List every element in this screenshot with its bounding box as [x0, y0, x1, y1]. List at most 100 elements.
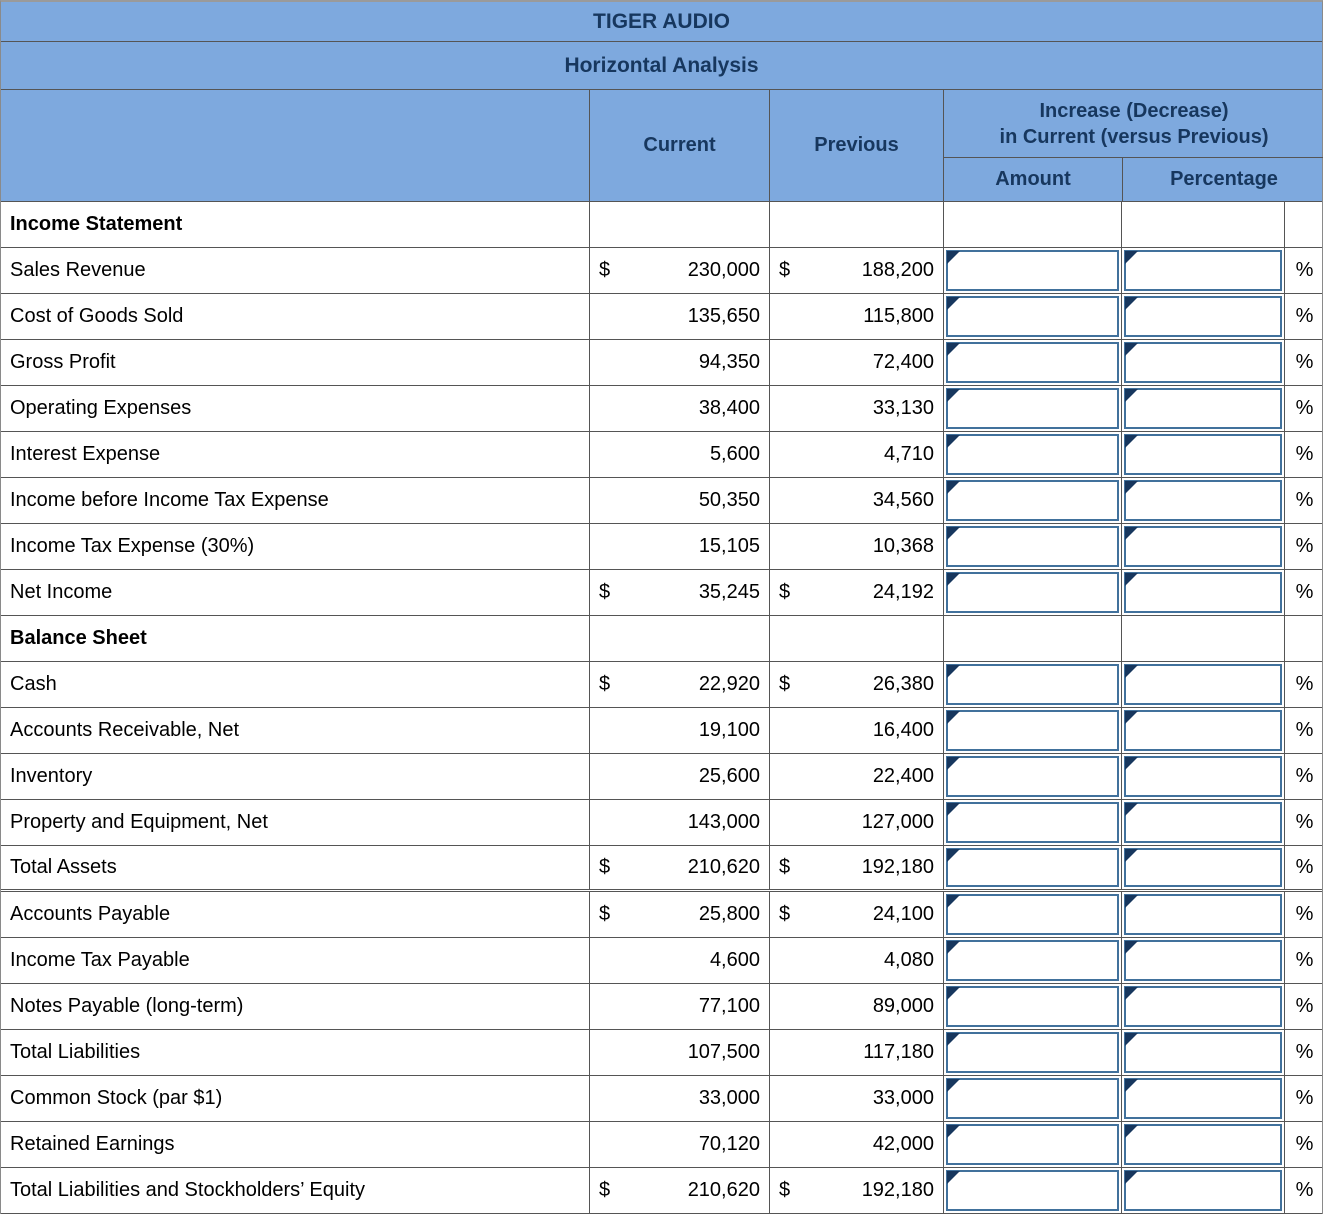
current-value-cell: $22,920	[589, 662, 769, 707]
percentage-input[interactable]	[1124, 1078, 1282, 1119]
amount-input[interactable]	[946, 250, 1119, 291]
percentage-input[interactable]	[1124, 710, 1282, 751]
company-title: TIGER AUDIO	[593, 9, 730, 33]
table-row: Gross Profit 94,350 72,400%	[1, 340, 1322, 386]
amount-input-cell	[943, 1030, 1121, 1075]
previous-value-cell: 34,560	[769, 478, 943, 523]
current-value-cell: 4,600	[589, 938, 769, 983]
current-dollar-sign: $	[599, 856, 611, 878]
amount-input[interactable]	[946, 480, 1119, 521]
previous-value: 33,000	[872, 1087, 934, 1109]
row-label: Total Liabilities and Stockholders’ Equi…	[10, 1179, 366, 1201]
percentage-input[interactable]	[1124, 572, 1282, 613]
percent-symbol: %	[1284, 524, 1323, 569]
amount-input[interactable]	[946, 756, 1119, 797]
percent-symbol: %	[1284, 984, 1323, 1029]
amount-input[interactable]	[946, 894, 1119, 935]
previous-value-cell: 4,710	[769, 432, 943, 477]
amount-input[interactable]	[946, 710, 1119, 751]
table-row: Property and Equipment, Net 143,000 127,00…	[1, 800, 1322, 846]
amount-input[interactable]	[946, 1078, 1119, 1119]
current-value-cell: 33,000	[589, 1076, 769, 1121]
percentage-input-cell	[1121, 1076, 1284, 1121]
percentage-input[interactable]	[1124, 480, 1282, 521]
current-value-cell: $210,620	[589, 1168, 769, 1213]
previous-value-cell: $188,200	[769, 248, 943, 293]
current-value: 210,620	[687, 1179, 760, 1201]
percentage-cell-empty	[1121, 616, 1284, 661]
section-label: Income Statement	[10, 213, 183, 235]
amount-input[interactable]	[946, 802, 1119, 843]
amount-input[interactable]	[946, 296, 1119, 337]
current-value: 35,245	[698, 581, 760, 603]
amount-input[interactable]	[946, 848, 1119, 887]
section-label: Balance Sheet	[10, 627, 147, 649]
previous-dollar-sign: $	[779, 1179, 791, 1201]
current-value: 107,500	[687, 1041, 760, 1063]
percentage-input[interactable]	[1124, 526, 1282, 567]
previous-value-cell: 10,368	[769, 524, 943, 569]
percentage-input[interactable]	[1124, 1032, 1282, 1073]
percent-symbol: %	[1284, 248, 1323, 293]
row-label: Accounts Receivable, Net	[10, 719, 240, 741]
amount-input[interactable]	[946, 1032, 1119, 1073]
row-label: Cost of Goods Sold	[10, 305, 184, 327]
percentage-input[interactable]	[1124, 434, 1282, 475]
amount-input[interactable]	[946, 342, 1119, 383]
row-label: Notes Payable (long-term)	[10, 995, 244, 1017]
amount-input-cell	[943, 478, 1121, 523]
percentage-input[interactable]	[1124, 986, 1282, 1027]
row-label: Retained Earnings	[10, 1133, 175, 1155]
percentage-input[interactable]	[1124, 342, 1282, 383]
previous-value-cell: 33,130	[769, 386, 943, 431]
row-label: Common Stock (par $1)	[10, 1087, 223, 1109]
report-title: Horizontal Analysis	[564, 53, 759, 77]
amount-input[interactable]	[946, 526, 1119, 567]
previous-dollar-sign: $	[779, 856, 791, 878]
amount-input[interactable]	[946, 940, 1119, 981]
percentage-cell-empty	[1121, 202, 1284, 247]
percentage-input[interactable]	[1124, 1124, 1282, 1165]
previous-value: 192,180	[861, 856, 934, 878]
subtitle-row: Horizontal Analysis	[1, 42, 1322, 90]
current-value-cell: 15,105	[589, 524, 769, 569]
current-value-cell: $230,000	[589, 248, 769, 293]
label-column-header	[1, 90, 589, 201]
amount-input[interactable]	[946, 434, 1119, 475]
amount-input[interactable]	[946, 986, 1119, 1027]
amount-input[interactable]	[946, 388, 1119, 429]
percentage-input[interactable]	[1124, 894, 1282, 935]
percentage-input[interactable]	[1124, 802, 1282, 843]
percentage-input[interactable]	[1124, 388, 1282, 429]
table-row: Income before Income Tax Expense 50,350 34…	[1, 478, 1322, 524]
amount-input[interactable]	[946, 1170, 1119, 1211]
percentage-input[interactable]	[1124, 1170, 1282, 1211]
previous-column-header: Previous	[769, 90, 943, 201]
percentage-input[interactable]	[1124, 756, 1282, 797]
previous-cell-empty	[769, 616, 943, 661]
percent-symbol: %	[1284, 708, 1323, 753]
amount-input-cell	[943, 800, 1121, 845]
current-value-cell: 19,100	[589, 708, 769, 753]
percentage-input[interactable]	[1124, 296, 1282, 337]
amount-input[interactable]	[946, 1124, 1119, 1165]
percentage-input-cell	[1121, 754, 1284, 799]
percentage-input[interactable]	[1124, 664, 1282, 705]
amount-input[interactable]	[946, 572, 1119, 613]
table-body: Income Statement Sales Revenue $230,000 $18…	[1, 202, 1322, 1214]
percentage-input[interactable]	[1124, 940, 1282, 981]
percentage-input-cell	[1121, 248, 1284, 293]
percentage-input[interactable]	[1124, 848, 1282, 887]
previous-value: 26,380	[872, 673, 934, 695]
previous-dollar-sign: $	[779, 673, 791, 695]
amount-input-cell	[943, 432, 1121, 477]
current-value-cell: 94,350	[589, 340, 769, 385]
percentage-input-cell	[1121, 340, 1284, 385]
percent-symbol: %	[1284, 892, 1323, 937]
previous-value: 33,130	[872, 397, 934, 419]
previous-value-cell: 4,080	[769, 938, 943, 983]
table-row: Total Liabilities and Stockholders’ Equi…	[1, 1168, 1322, 1214]
amount-input[interactable]	[946, 664, 1119, 705]
percentage-input[interactable]	[1124, 250, 1282, 291]
